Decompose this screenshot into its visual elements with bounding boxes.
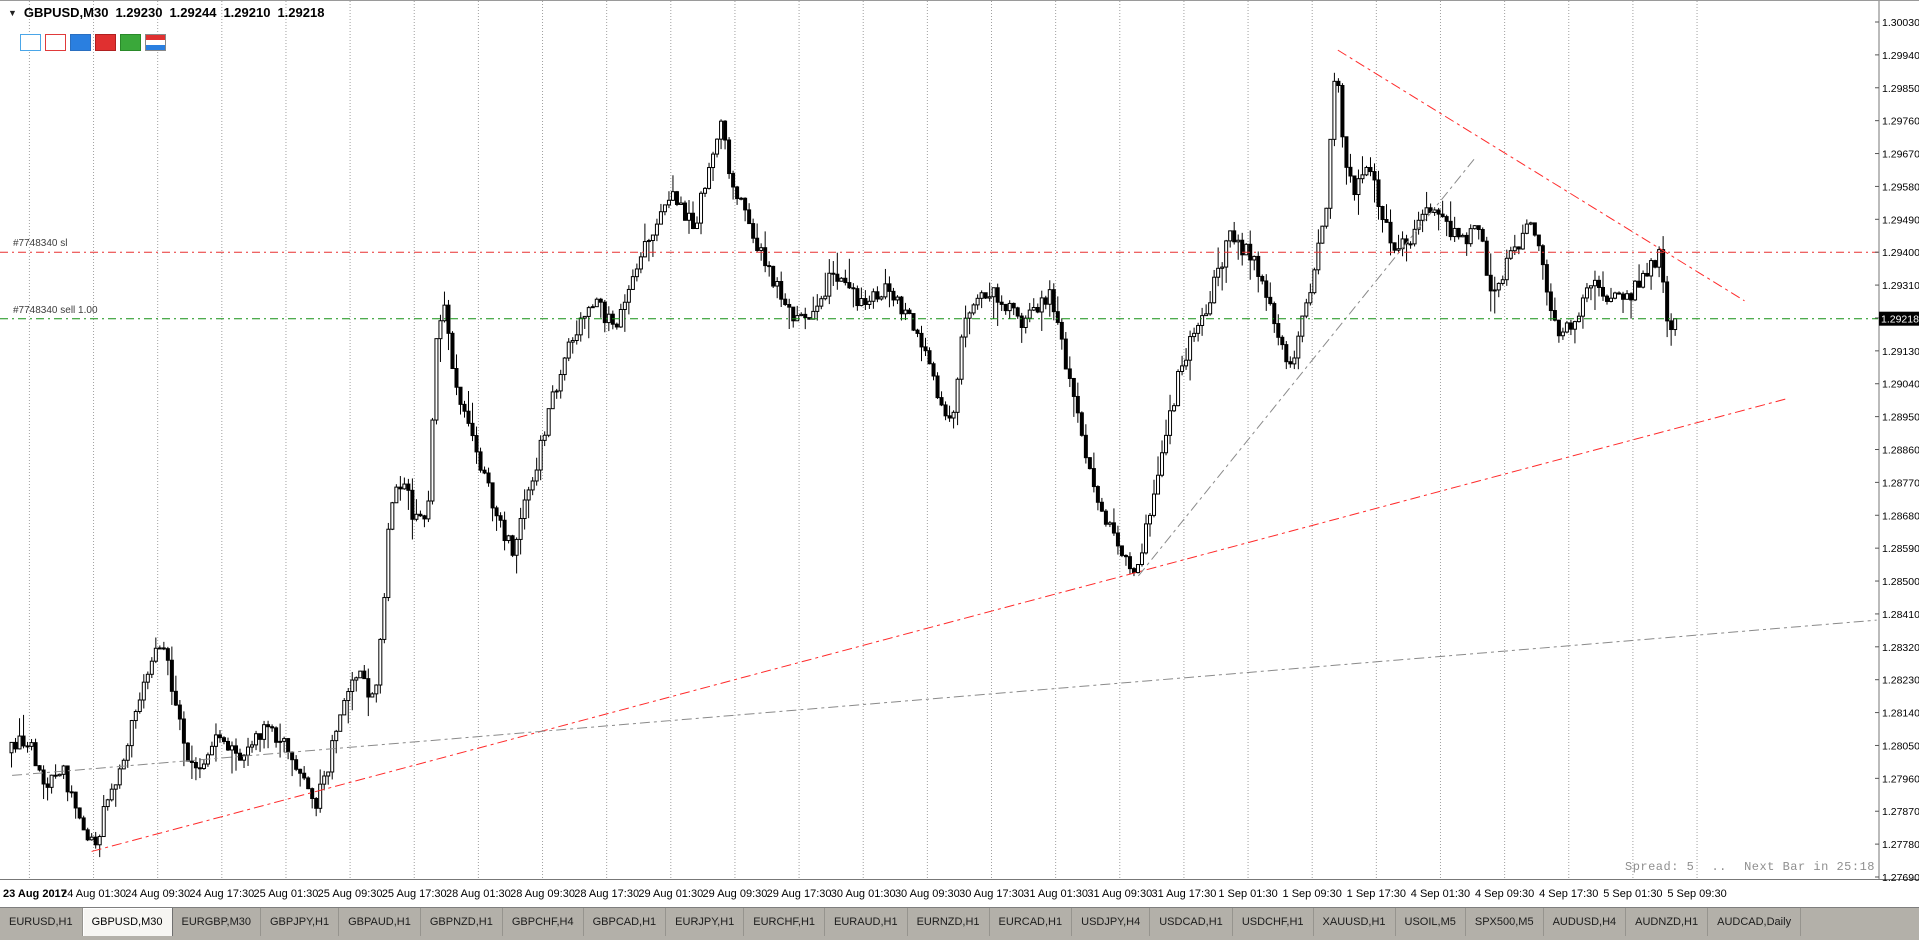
- striped-flag-button[interactable]: [145, 34, 166, 51]
- date-axis-label: 25 Aug 01:30: [254, 888, 319, 900]
- candles-layer: [9, 72, 1678, 858]
- outline-blue-button[interactable]: [20, 34, 41, 51]
- price-axis-label: 1.28500: [1882, 576, 1919, 588]
- tab-eurusd-h1[interactable]: EURUSD,H1: [0, 908, 83, 936]
- price-axis-label: 1.29310: [1882, 280, 1919, 292]
- current-price-badge: [1879, 311, 1919, 326]
- trendline-ascending-gray-shallow[interactable]: [12, 619, 1877, 776]
- date-axis-label: 31 Aug 01:30: [1023, 888, 1088, 900]
- solid-green-button[interactable]: [120, 34, 141, 51]
- price-axis-label: 1.27960: [1882, 773, 1919, 785]
- date-axis-label: 5 Sep 01:30: [1603, 888, 1662, 900]
- tab-audnzd-h1[interactable]: AUDNZD,H1: [1626, 908, 1709, 936]
- date-axis-label: 30 Aug 17:30: [959, 888, 1024, 900]
- solid-red-button[interactable]: [95, 34, 116, 51]
- current-price-badge-text: 1.29218: [1881, 314, 1919, 326]
- solid-blue-button[interactable]: [70, 34, 91, 51]
- price-axis-label: 1.27870: [1882, 806, 1919, 818]
- price-axis-label: 1.29040: [1882, 379, 1919, 391]
- price-axis-label: 1.28230: [1882, 675, 1919, 687]
- price-axis-label: 1.29760: [1882, 116, 1919, 128]
- tab-eurchf-h1[interactable]: EURCHF,H1: [744, 908, 826, 936]
- tab-gbpjpy-h1[interactable]: GBPJPY,H1: [261, 908, 340, 936]
- price-axis-label: 1.30030: [1882, 17, 1919, 29]
- date-axis-label: 25 Aug 09:30: [318, 888, 383, 900]
- grid-layer: [28, 1, 1698, 879]
- date-axis-label: 28 Aug 01:30: [446, 888, 511, 900]
- date-axis-label: 4 Sep 09:30: [1475, 888, 1534, 900]
- tab-gbpchf-h4[interactable]: GBPCHF,H4: [502, 908, 584, 936]
- tab-usdjpy-h4[interactable]: USDJPY,H4: [1072, 908, 1151, 936]
- tab-euraud-h1[interactable]: EURAUD,H1: [825, 908, 908, 936]
- date-axis-label: 25 Aug 17:30: [382, 888, 447, 900]
- date-axis-label: 4 Sep 17:30: [1539, 888, 1598, 900]
- trendline-ascending-gray-steep[interactable]: [1137, 157, 1476, 577]
- tab-eurcad-h1[interactable]: EURCAD,H1: [989, 908, 1073, 936]
- date-axis-label: 29 Aug 17:30: [767, 888, 832, 900]
- date-axis-label: 1 Sep 09:30: [1283, 888, 1342, 900]
- price-axis-label: 1.28860: [1882, 445, 1919, 457]
- tab-usoil-m5[interactable]: USOIL,M5: [1395, 908, 1466, 936]
- date-axis-label: 24 Aug 17:30: [189, 888, 254, 900]
- chart-toolbar: [20, 34, 166, 51]
- tab-gbpcad-h1[interactable]: GBPCAD,H1: [583, 908, 667, 936]
- tab-gbpaud-h1[interactable]: GBPAUD,H1: [339, 908, 421, 936]
- price-axis-label: 1.29580: [1882, 181, 1919, 193]
- price-axis-label: 1.27690: [1882, 872, 1919, 884]
- date-axis-label: 30 Aug 09:30: [895, 888, 960, 900]
- date-axis-label: 4 Sep 01:30: [1411, 888, 1470, 900]
- date-axis-label: 23 Aug 2017: [3, 888, 67, 900]
- order-lines-layer[interactable]: [0, 251, 1878, 320]
- price-axis-label: 1.29490: [1882, 214, 1919, 226]
- date-axis-label: 24 Aug 01:30: [61, 888, 126, 900]
- tab-gbpusd-m30[interactable]: GBPUSD,M30: [82, 908, 173, 936]
- tab-audusd-h4[interactable]: AUDUSD,H4: [1543, 908, 1627, 936]
- chart-tab-bar: EURUSD,H1 GBPUSD,M30 EURGBP,M30 GBPJPY,H1 GB…: [0, 907, 1919, 940]
- price-axis-label: 1.28050: [1882, 740, 1919, 752]
- tab-usdcad-h1[interactable]: USDCAD,H1: [1150, 908, 1233, 936]
- tab-audcad-daily[interactable]: AUDCAD,Daily: [1708, 908, 1802, 936]
- date-axis-label: 24 Aug 09:30: [125, 888, 190, 900]
- tab-gbpnzd-h1[interactable]: GBPNZD,H1: [420, 908, 503, 936]
- price-axis-label: 1.29670: [1882, 149, 1919, 161]
- date-axis-label: 29 Aug 09:30: [703, 888, 768, 900]
- date-axis-label: 31 Aug 17:30: [1151, 888, 1216, 900]
- tab-xauusd-h1[interactable]: XAUUSD,H1: [1313, 908, 1396, 936]
- trendline-ascending-red[interactable]: [91, 398, 1787, 852]
- date-axis-label: 1 Sep 17:30: [1347, 888, 1406, 900]
- price-axis-label: 1.28950: [1882, 412, 1919, 424]
- price-axis-label: 1.28320: [1882, 642, 1919, 654]
- outline-red-button[interactable]: [45, 34, 66, 51]
- price-axis-label: 1.29130: [1882, 346, 1919, 358]
- tab-eurjpy-h1[interactable]: EURJPY,H1: [666, 908, 745, 936]
- date-axis-label: 1 Sep 01:30: [1218, 888, 1277, 900]
- date-axis-label: 29 Aug 01:30: [638, 888, 703, 900]
- tab-eurnzd-h1[interactable]: EURNZD,H1: [907, 908, 990, 936]
- date-axis-label: 28 Aug 09:30: [510, 888, 575, 900]
- date-axis-label: 5 Sep 09:30: [1667, 888, 1726, 900]
- price-axis-label: 1.29940: [1882, 50, 1919, 62]
- price-axis-label: 1.29400: [1882, 247, 1919, 259]
- price-axis-label: 1.28680: [1882, 510, 1919, 522]
- tab-usdchf-h1[interactable]: USDCHF,H1: [1232, 908, 1314, 936]
- trendlines-layer[interactable]: [12, 49, 1877, 852]
- date-axis-label: 30 Aug 01:30: [831, 888, 896, 900]
- trendline-descending-red[interactable]: [1337, 49, 1745, 302]
- price-axis-label: 1.28590: [1882, 543, 1919, 555]
- price-axis-label: 1.29850: [1882, 83, 1919, 95]
- date-axis-label: 31 Aug 09:30: [1087, 888, 1152, 900]
- tab-spx500-m5[interactable]: SPX500,M5: [1465, 908, 1544, 936]
- price-axis-label: 1.28770: [1882, 477, 1919, 489]
- date-axis-label: 28 Aug 17:30: [574, 888, 639, 900]
- price-axis-label: 1.28140: [1882, 708, 1919, 720]
- price-axis-label: 1.27780: [1882, 839, 1919, 851]
- tab-eurgbp-m30[interactable]: EURGBP,M30: [172, 908, 261, 936]
- price-axis-label: 1.28410: [1882, 609, 1919, 621]
